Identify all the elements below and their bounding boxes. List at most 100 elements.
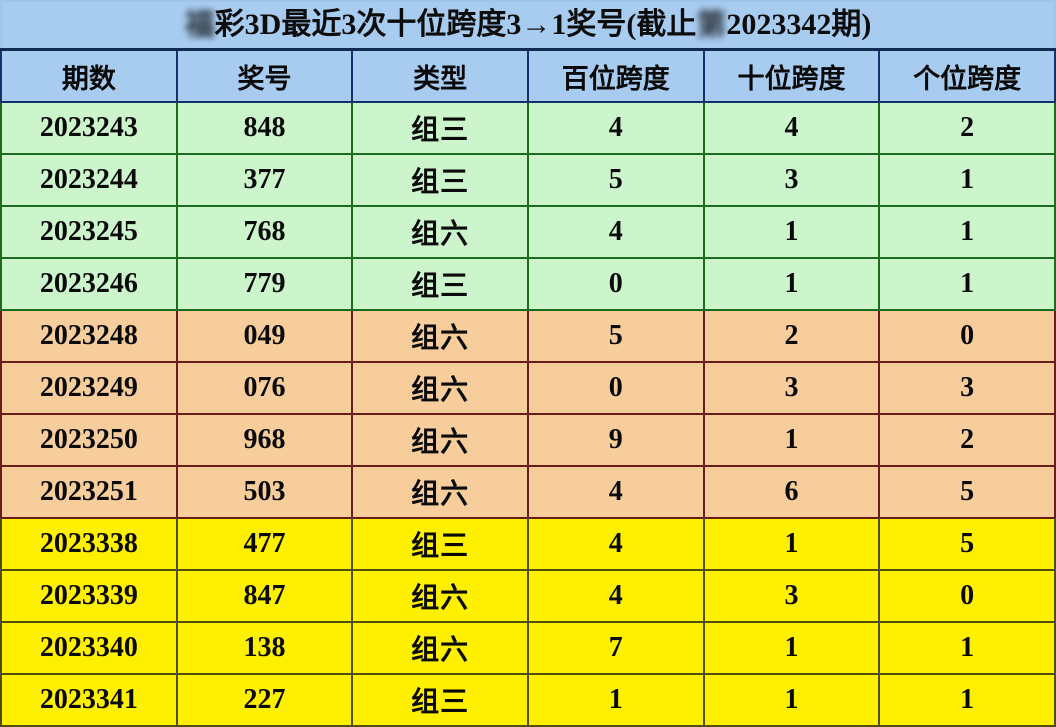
header-issue[interactable]: 期数 [0, 49, 178, 103]
cell-type[interactable]: 组六 [351, 569, 529, 623]
cell-span-hundreds[interactable]: 5 [526, 309, 705, 363]
cell-award-number[interactable]: 779 [175, 257, 354, 311]
cell-type[interactable]: 组三 [351, 153, 529, 207]
cell-type[interactable]: 组三 [351, 101, 529, 155]
cell-span-tens[interactable]: 1 [702, 517, 881, 571]
table-row: 2023246 779 组三 0 1 1 [0, 257, 1056, 311]
table-row: 2023340 138 组六 7 1 1 [0, 621, 1056, 675]
cell-span-tens[interactable]: 1 [702, 673, 881, 727]
cell-award-number[interactable]: 477 [175, 517, 354, 571]
header-type[interactable]: 类型 [351, 49, 529, 103]
cell-award-number[interactable]: 377 [175, 153, 354, 207]
page-title: 福彩3D最近3次十位跨度3→1奖号(截止第2023342期) [185, 3, 872, 47]
cell-span-tens[interactable]: 3 [702, 569, 881, 623]
cell-award-number[interactable]: 049 [175, 309, 354, 363]
cell-span-tens[interactable]: 1 [702, 257, 881, 311]
cell-issue[interactable]: 2023339 [0, 569, 178, 623]
cell-award-number[interactable]: 503 [175, 465, 354, 519]
cell-span-units[interactable]: 1 [878, 257, 1056, 311]
cell-span-tens[interactable]: 1 [702, 621, 881, 675]
cell-issue[interactable]: 2023340 [0, 621, 178, 675]
title-segment-2: 1奖号(截止 [551, 8, 697, 41]
cell-span-tens[interactable]: 3 [702, 153, 881, 207]
title-arrow: → [521, 8, 552, 41]
cell-type[interactable]: 组三 [351, 517, 529, 571]
cell-span-tens[interactable]: 2 [702, 309, 881, 363]
cell-award-number[interactable]: 768 [175, 205, 354, 259]
cell-span-hundreds[interactable]: 4 [526, 205, 705, 259]
cell-span-hundreds[interactable]: 4 [526, 569, 705, 623]
header-span-tens[interactable]: 十位跨度 [702, 49, 881, 103]
cell-award-number[interactable]: 227 [175, 673, 354, 727]
cell-award-number[interactable]: 847 [175, 569, 354, 623]
cell-span-hundreds[interactable]: 0 [526, 361, 705, 415]
cell-issue[interactable]: 2023251 [0, 465, 178, 519]
cell-span-tens[interactable]: 3 [702, 361, 881, 415]
cell-issue[interactable]: 2023245 [0, 205, 178, 259]
table-row: 2023244 377 组三 5 3 1 [0, 153, 1056, 207]
table-row: 2023248 049 组六 5 2 0 [0, 309, 1056, 363]
table-row: 2023243 848 组三 4 4 2 [0, 101, 1056, 155]
cell-issue[interactable]: 2023246 [0, 257, 178, 311]
title-segment-3: 期) [831, 8, 872, 41]
cell-span-hundreds[interactable]: 5 [526, 153, 705, 207]
cell-span-hundreds[interactable]: 7 [526, 621, 705, 675]
cell-issue[interactable]: 2023341 [0, 673, 178, 727]
cell-span-units[interactable]: 1 [878, 621, 1056, 675]
cell-issue[interactable]: 2023248 [0, 309, 178, 363]
cell-type[interactable]: 组六 [351, 413, 529, 467]
cell-span-units[interactable]: 1 [878, 153, 1056, 207]
cell-span-hundreds[interactable]: 0 [526, 257, 705, 311]
cell-issue[interactable]: 2023249 [0, 361, 178, 415]
cell-span-units[interactable]: 5 [878, 465, 1056, 519]
cell-span-tens[interactable]: 1 [702, 205, 881, 259]
table-row: 2023245 768 组六 4 1 1 [0, 205, 1056, 259]
cell-award-number[interactable]: 968 [175, 413, 354, 467]
table-row: 2023249 076 组六 0 3 3 [0, 361, 1056, 415]
cell-span-units[interactable]: 5 [878, 517, 1056, 571]
cell-type[interactable]: 组六 [351, 465, 529, 519]
cell-type[interactable]: 组六 [351, 205, 529, 259]
cell-span-tens[interactable]: 4 [702, 101, 881, 155]
cell-issue[interactable]: 2023243 [0, 101, 178, 155]
table-row: 2023250 968 组六 9 1 2 [0, 413, 1056, 467]
table-title-row: 福彩3D最近3次十位跨度3→1奖号(截止第2023342期) [0, 0, 1056, 51]
table-title-cell: 福彩3D最近3次十位跨度3→1奖号(截止第2023342期) [0, 0, 1056, 51]
cell-span-units[interactable]: 2 [878, 413, 1056, 467]
cell-span-units[interactable]: 2 [878, 101, 1056, 155]
cell-span-units[interactable]: 1 [878, 673, 1056, 727]
cell-span-tens[interactable]: 1 [702, 413, 881, 467]
table-row: 2023338 477 组三 4 1 5 [0, 517, 1056, 571]
cell-span-hundreds[interactable]: 4 [526, 101, 705, 155]
table-row: 2023341 227 组三 1 1 1 [0, 673, 1056, 727]
cell-award-number[interactable]: 848 [175, 101, 354, 155]
header-span-units[interactable]: 个位跨度 [878, 49, 1056, 103]
title-cutoff-issue: 2023342 [726, 8, 832, 41]
redacted-brand-char: 福 [184, 9, 215, 42]
cell-type[interactable]: 组三 [351, 673, 529, 727]
cell-span-units[interactable]: 3 [878, 361, 1056, 415]
redacted-issue-char: 第 [696, 9, 727, 42]
cell-span-hundreds[interactable]: 4 [526, 517, 705, 571]
cell-type[interactable]: 组六 [351, 309, 529, 363]
cell-span-units[interactable]: 1 [878, 205, 1056, 259]
cell-span-tens[interactable]: 6 [702, 465, 881, 519]
cell-type[interactable]: 组三 [351, 257, 529, 311]
cell-type[interactable]: 组六 [351, 621, 529, 675]
header-award-number[interactable]: 奖号 [175, 49, 354, 103]
cell-span-hundreds[interactable]: 4 [526, 465, 705, 519]
cell-span-hundreds[interactable]: 9 [526, 413, 705, 467]
cell-span-units[interactable]: 0 [878, 569, 1056, 623]
cell-span-units[interactable]: 0 [878, 309, 1056, 363]
cell-issue[interactable]: 2023250 [0, 413, 178, 467]
cell-type[interactable]: 组六 [351, 361, 529, 415]
cell-issue[interactable]: 2023338 [0, 517, 178, 571]
cell-issue[interactable]: 2023244 [0, 153, 178, 207]
cell-span-hundreds[interactable]: 1 [526, 673, 705, 727]
header-span-hundreds[interactable]: 百位跨度 [526, 49, 705, 103]
table-row: 2023339 847 组六 4 3 0 [0, 569, 1056, 623]
cell-award-number[interactable]: 076 [175, 361, 354, 415]
cell-award-number[interactable]: 138 [175, 621, 354, 675]
